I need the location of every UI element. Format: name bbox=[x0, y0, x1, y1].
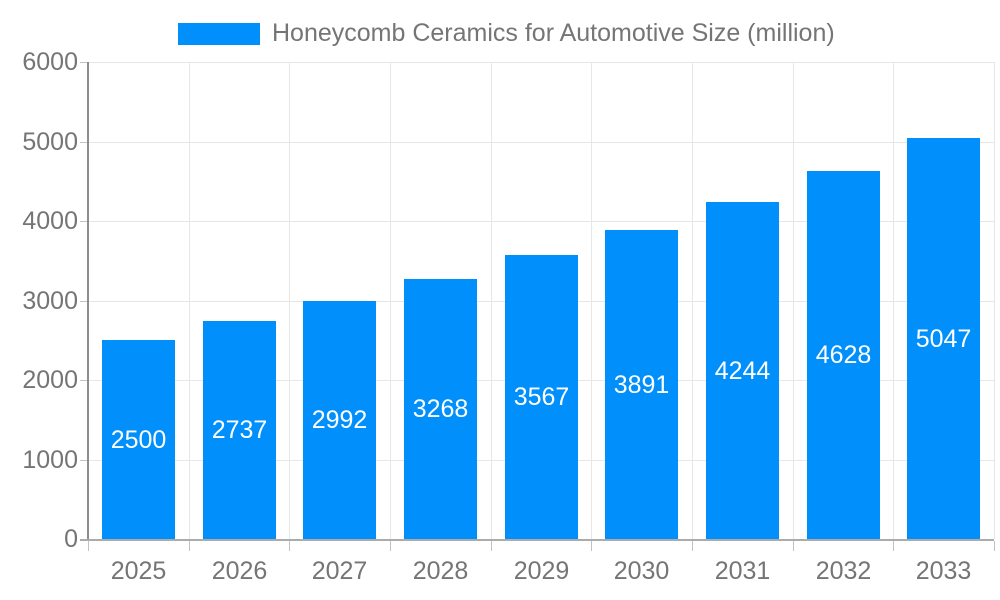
bar-value-label: 3891 bbox=[613, 370, 670, 399]
bar-value-label: 2737 bbox=[211, 416, 268, 444]
bar-value-label: 3567 bbox=[513, 383, 570, 411]
x-axis-tick-label: 2025 bbox=[110, 557, 167, 585]
bar-value-label: 4244 bbox=[714, 356, 771, 385]
bar[interactable]: 3891 bbox=[605, 230, 678, 539]
bar-value-label: 3268 bbox=[412, 395, 469, 423]
bar-value-label: 2500 bbox=[110, 425, 167, 454]
x-axis-tick-label: 2026 bbox=[211, 557, 268, 585]
x-axis-tick bbox=[793, 541, 794, 551]
x-axis-tick bbox=[692, 541, 693, 551]
bar[interactable]: 2992 bbox=[303, 301, 376, 539]
y-axis-tick bbox=[80, 142, 88, 143]
y-axis-tick bbox=[80, 221, 88, 222]
bar[interactable]: 4628 bbox=[807, 171, 880, 539]
y-axis-tick bbox=[80, 460, 88, 461]
legend-label: Honeycomb Ceramics for Automotive Size (… bbox=[272, 19, 835, 47]
x-axis-tick-label: 2029 bbox=[513, 557, 570, 585]
y-axis-tick bbox=[80, 301, 88, 302]
x-axis-tick-label: 2028 bbox=[412, 557, 469, 585]
gridline-horizontal bbox=[88, 62, 994, 63]
y-axis-tick-label: 0 bbox=[64, 525, 78, 553]
bar-value-label: 2992 bbox=[311, 406, 368, 434]
y-axis-tick-label: 3000 bbox=[22, 287, 78, 315]
y-axis-tick-label: 5000 bbox=[22, 128, 78, 156]
bar[interactable]: 3268 bbox=[404, 279, 477, 539]
y-axis-tick-label: 6000 bbox=[22, 48, 78, 76]
bar-value-label: 5047 bbox=[915, 324, 972, 353]
gridline-vertical bbox=[793, 62, 794, 539]
bar[interactable]: 5047 bbox=[907, 138, 980, 539]
gridline-vertical bbox=[289, 62, 290, 539]
x-axis-tick-label: 2033 bbox=[915, 557, 972, 585]
x-axis-tick-label: 2031 bbox=[714, 557, 771, 585]
gridline-horizontal bbox=[88, 142, 994, 143]
y-axis-tick bbox=[80, 380, 88, 381]
bar[interactable]: 2500 bbox=[102, 340, 175, 539]
x-axis-tick bbox=[289, 541, 290, 551]
bar-value-label: 4628 bbox=[815, 341, 872, 369]
gridline-vertical bbox=[491, 62, 492, 539]
gridline-vertical bbox=[390, 62, 391, 539]
x-axis-tick-label: 2032 bbox=[815, 557, 872, 585]
gridline-vertical bbox=[893, 62, 894, 539]
gridline-vertical bbox=[994, 62, 995, 539]
x-axis-tick bbox=[994, 541, 995, 551]
x-axis-line bbox=[80, 539, 994, 541]
y-axis-tick bbox=[80, 62, 88, 63]
x-axis-tick bbox=[88, 541, 89, 551]
gridline-vertical bbox=[591, 62, 592, 539]
x-axis-tick bbox=[189, 541, 190, 551]
bar[interactable]: 4244 bbox=[706, 202, 779, 539]
legend-swatch-icon bbox=[178, 22, 260, 45]
bar[interactable]: 2737 bbox=[203, 321, 276, 539]
x-axis-tick bbox=[893, 541, 894, 551]
x-axis-tick-label: 2027 bbox=[311, 557, 368, 585]
x-axis-tick bbox=[390, 541, 391, 551]
x-axis-tick-label: 2030 bbox=[613, 557, 670, 585]
gridline-vertical bbox=[189, 62, 190, 539]
y-axis-tick-label: 1000 bbox=[22, 446, 78, 474]
bar[interactable]: 3567 bbox=[505, 255, 578, 539]
gridline-horizontal bbox=[88, 221, 994, 222]
x-axis-tick bbox=[491, 541, 492, 551]
gridline-vertical bbox=[692, 62, 693, 539]
legend-item[interactable]: Honeycomb Ceramics for Automotive Size (… bbox=[178, 21, 835, 46]
y-axis-line bbox=[87, 62, 89, 541]
x-axis-tick bbox=[591, 541, 592, 551]
y-axis-tick-label: 2000 bbox=[22, 366, 78, 394]
y-axis-tick-label: 4000 bbox=[22, 207, 78, 235]
